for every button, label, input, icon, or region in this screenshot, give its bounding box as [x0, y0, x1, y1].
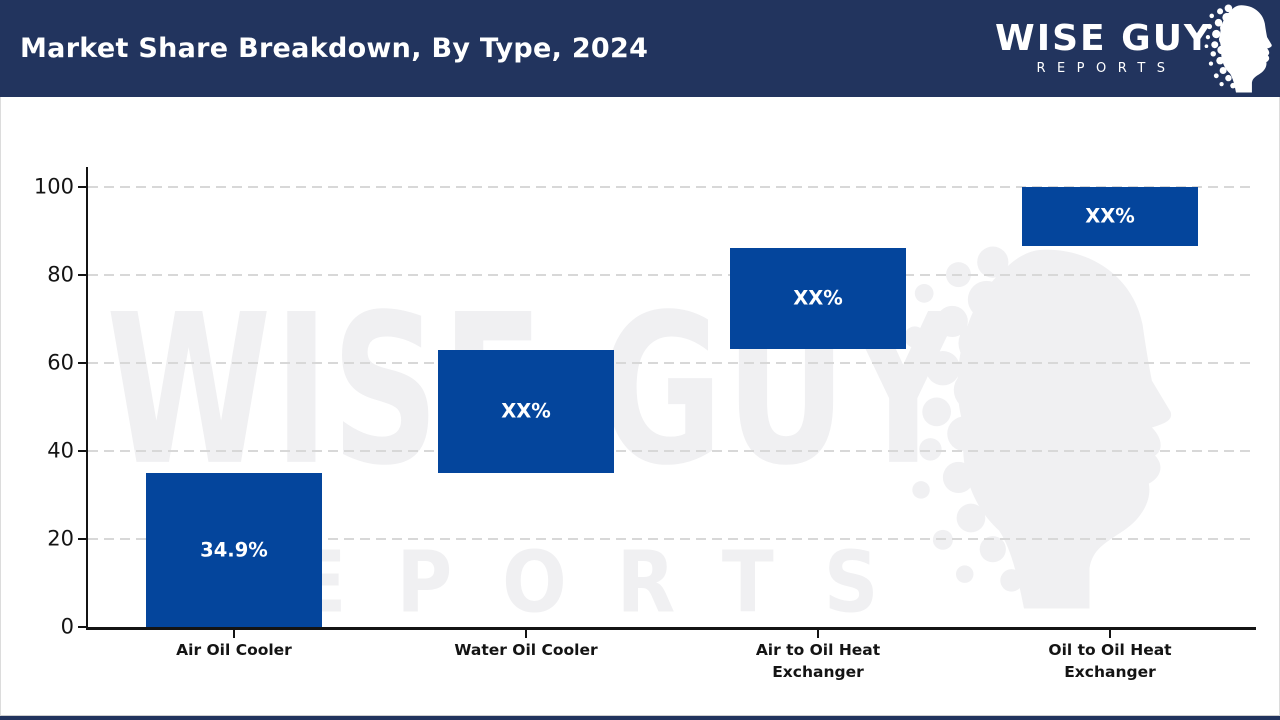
bar: [438, 349, 614, 473]
x-tick-label: Air to Oil Heat Exchanger: [755, 641, 881, 681]
x-tick-mark: [817, 630, 819, 638]
y-tick-label: 100: [33, 174, 74, 199]
x-tick-label: Oil to Oil Heat Exchanger: [1048, 641, 1172, 681]
y-tick-mark: [78, 186, 86, 188]
x-tick-label: Air Oil Cooler: [176, 641, 292, 659]
bar: [146, 473, 322, 627]
y-tick-mark: [78, 450, 86, 452]
page-title: Market Share Breakdown, By Type, 2024: [20, 33, 649, 64]
gridline: [88, 538, 1256, 540]
y-tick-label: 20: [47, 526, 74, 551]
brand-name: WISE GUY: [994, 18, 1212, 59]
gridline: [88, 450, 1256, 452]
x-tick-mark: [525, 630, 527, 638]
bar-value-label: XX%: [793, 286, 843, 310]
brand-logo: WISE GUY REPORTS: [995, 3, 1274, 94]
y-tick-label: 40: [47, 438, 74, 463]
bar: [730, 247, 906, 349]
bar: [1022, 187, 1198, 246]
bar-value-label: XX%: [501, 399, 551, 423]
gridline: [88, 186, 1256, 188]
footer-bar: [0, 716, 1280, 720]
x-tick-mark: [233, 630, 235, 638]
y-tick-label: 80: [47, 262, 74, 287]
y-tick-mark: [78, 274, 86, 276]
y-tick-label: 0: [60, 614, 74, 639]
y-axis: [86, 167, 88, 630]
y-tick-mark: [78, 362, 86, 364]
bar-value-label: 34.9%: [200, 538, 268, 562]
bar-value-label: XX%: [1085, 204, 1135, 228]
brand-wordmark: WISE GUY REPORTS: [994, 18, 1212, 77]
gridline: [88, 274, 1256, 276]
brand-face-icon: [1198, 3, 1274, 94]
x-tick-mark: [1109, 630, 1111, 638]
y-tick-mark: [78, 626, 86, 628]
brand-subtitle: REPORTS: [1036, 61, 1177, 76]
y-tick-mark: [78, 538, 86, 540]
header-bar: Market Share Breakdown, By Type, 2024 WI…: [0, 0, 1280, 97]
x-tick-label: Water Oil Cooler: [454, 641, 598, 659]
y-tick-label: 60: [47, 350, 74, 375]
gridline: [88, 362, 1256, 364]
x-axis: [86, 627, 1256, 630]
